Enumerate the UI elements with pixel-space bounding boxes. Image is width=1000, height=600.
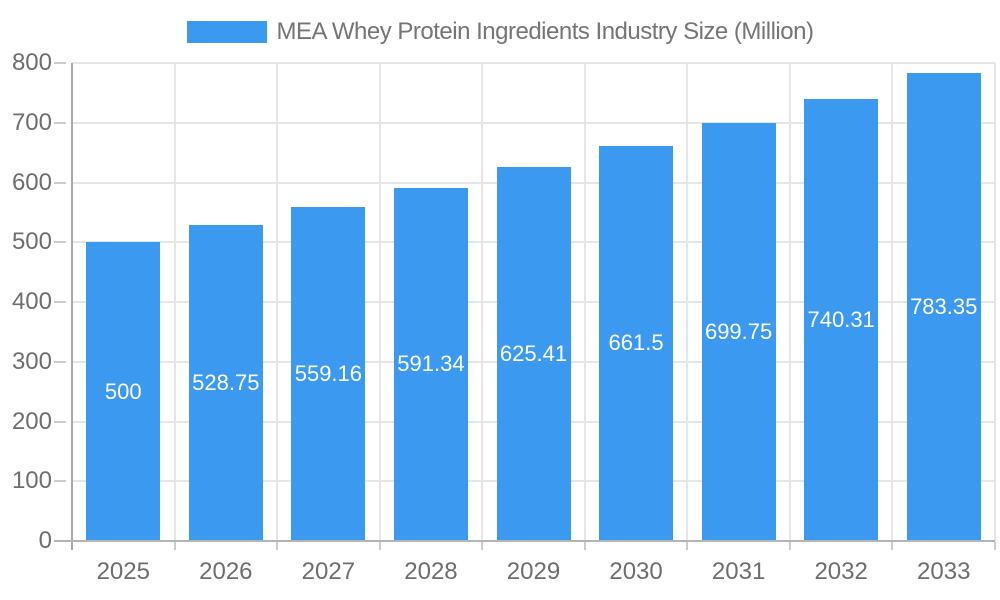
x-tick (583, 542, 586, 550)
x-tick-label: 2029 (506, 558, 561, 585)
y-tick-label: 500 (11, 228, 52, 256)
x-tick (891, 542, 894, 550)
gridline-vertical (173, 63, 176, 541)
gridline-vertical (891, 63, 894, 541)
bar-value-label: 661.5 (608, 330, 664, 356)
bar (906, 72, 981, 541)
x-tick-label: 2032 (814, 558, 868, 585)
legend: MEA Whey Protein Ingredients Industry Si… (0, 18, 1000, 46)
y-tick (54, 121, 66, 124)
y-tick (54, 420, 66, 423)
bar (804, 98, 879, 541)
bar-value-label: 625.41 (499, 341, 568, 367)
y-tick (54, 301, 66, 303)
y-tick (54, 360, 66, 363)
y-tick-label: 100 (11, 467, 52, 495)
x-tick-label: 2026 (199, 558, 253, 585)
bar (291, 206, 366, 541)
bar (599, 145, 674, 541)
x-tick (378, 542, 381, 550)
x-tick-label: 2030 (609, 558, 663, 585)
gridline-vertical (378, 63, 381, 541)
legend-swatch (186, 21, 267, 43)
y-tick-label: 200 (11, 407, 52, 435)
y-tick-label: 0 (38, 527, 52, 554)
gridline-vertical (481, 63, 484, 541)
x-tick-label: 2033 (917, 558, 971, 585)
x-tick (788, 542, 791, 550)
y-tick-label: 300 (11, 347, 52, 375)
gridline-vertical (276, 63, 279, 541)
x-tick-label: 2027 (301, 558, 356, 585)
y-tick-label: 700 (11, 108, 52, 136)
y-tick (54, 181, 66, 184)
x-tick-label: 2025 (96, 558, 150, 585)
x-tick (994, 542, 996, 550)
bar-value-label: 500 (104, 378, 142, 404)
bar-value-label: 559.16 (294, 360, 363, 386)
bar (188, 225, 263, 541)
y-tick (54, 480, 66, 483)
chart-title: MEA Whey Protein Ingredients Industry Si… (276, 18, 814, 45)
bar-value-label: 783.35 (910, 293, 978, 319)
gridline-horizontal (72, 62, 995, 64)
gridline-vertical (788, 63, 791, 541)
gridline-vertical (686, 63, 689, 541)
bar (393, 187, 468, 541)
x-tick (173, 542, 176, 550)
x-tick (686, 542, 689, 550)
bar (701, 122, 776, 541)
gridline-vertical (994, 63, 996, 541)
y-tick-label: 800 (11, 49, 52, 76)
bar-value-label: 740.31 (807, 306, 875, 332)
bar (86, 242, 161, 541)
x-tick-label: 2031 (711, 558, 766, 585)
gridline-horizontal (72, 121, 995, 124)
y-tick-label: 600 (11, 168, 52, 196)
x-tick (276, 542, 279, 550)
plot-area: 500 528.75 559.16 591.34 625.41 661.5 699.75 74… (72, 62, 996, 541)
y-tick (54, 241, 66, 244)
bar-value-label: 699.75 (704, 318, 773, 344)
bar-value-label: 591.34 (397, 351, 465, 377)
x-tick (481, 542, 484, 550)
bar-value-label: 528.75 (192, 370, 260, 396)
bar (496, 167, 571, 541)
y-tick (54, 62, 66, 64)
gridline-vertical (583, 63, 586, 541)
y-tick-label: 400 (11, 288, 52, 315)
x-tick-label: 2028 (404, 558, 458, 585)
